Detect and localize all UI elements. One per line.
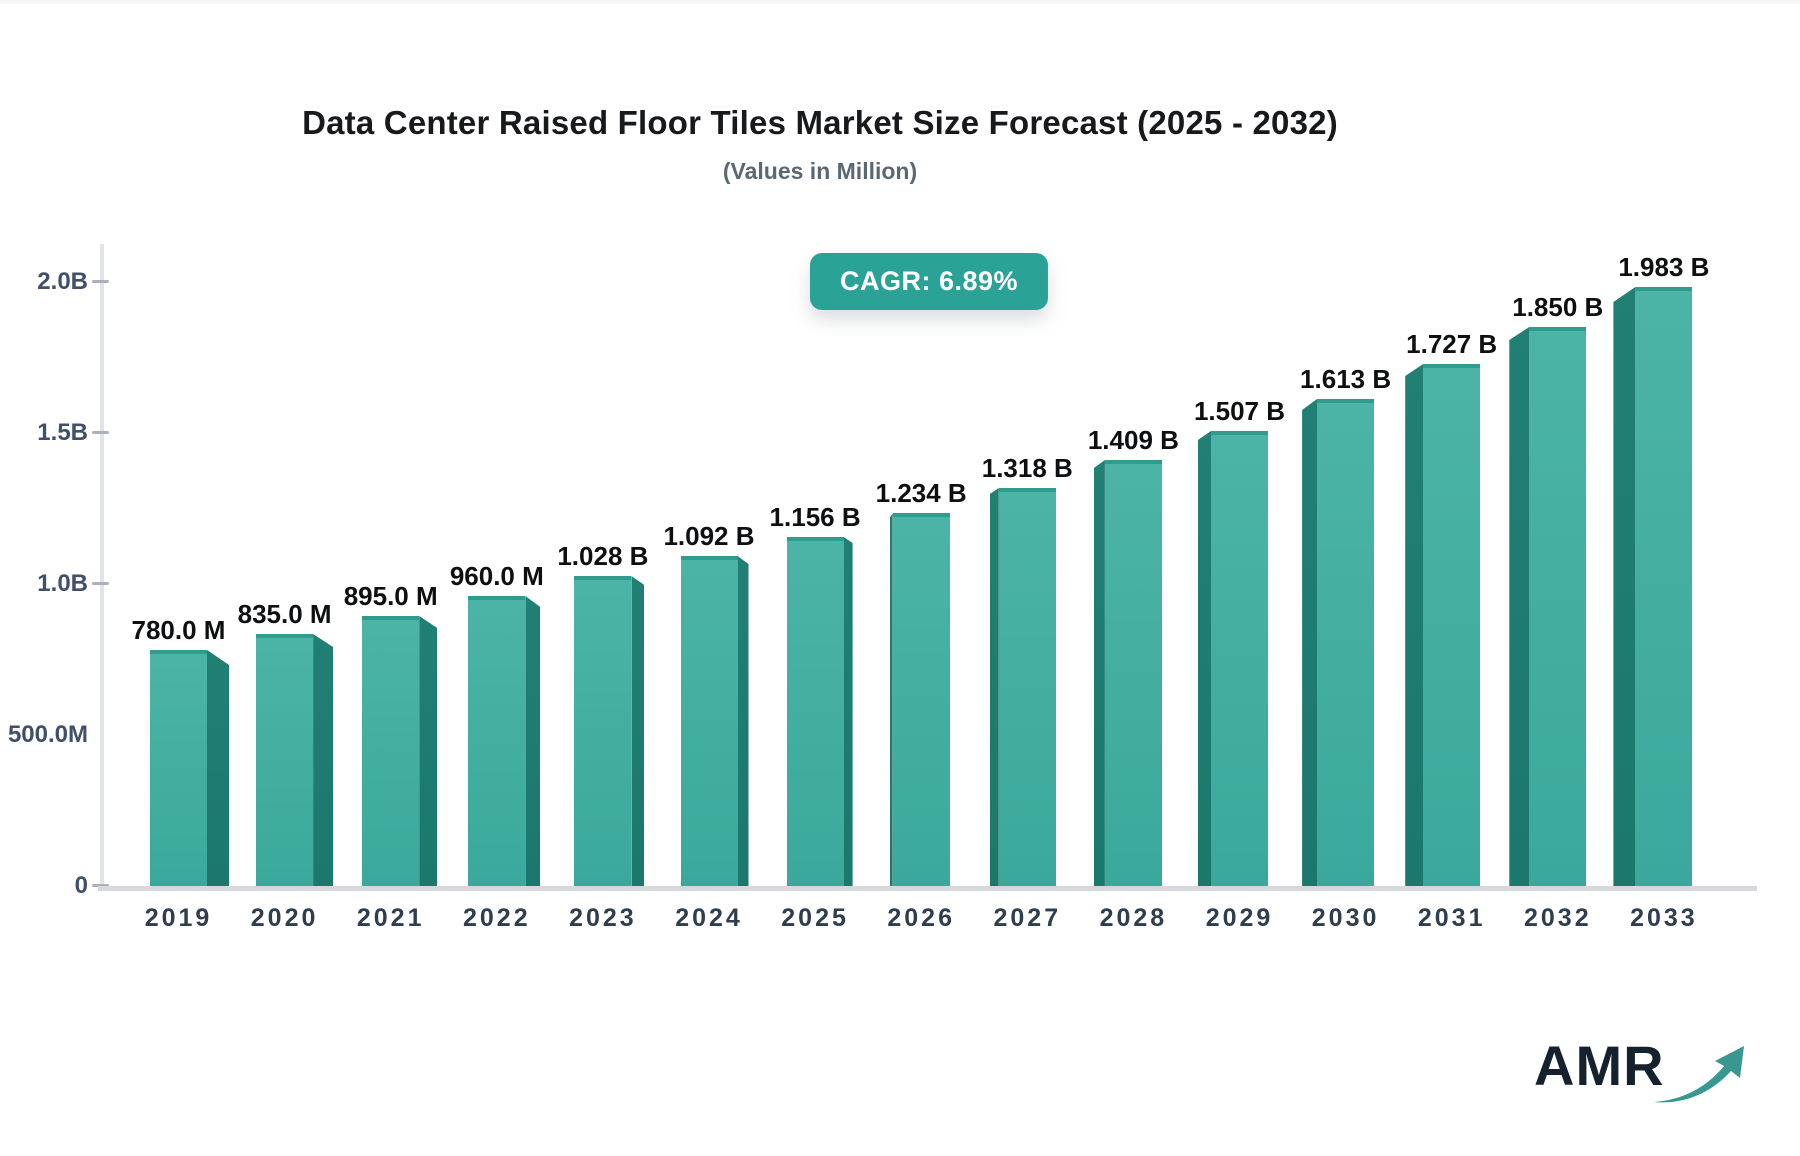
- bar: [362, 616, 420, 886]
- y-axis-tick-mark: [92, 884, 109, 887]
- bar-value-label: 1.092 B: [663, 521, 755, 551]
- y-axis-tick-label: 1.0B: [37, 570, 88, 597]
- x-axis-tick-label: 2033: [1630, 904, 1698, 932]
- bar-3d-side: [1302, 399, 1318, 886]
- x-axis-tick-label: 2027: [993, 904, 1062, 932]
- x-axis-tick-label: 2022: [462, 904, 531, 932]
- bar-value-label: 1.156 B: [769, 502, 861, 532]
- bar-value-label: 1.409 B: [1087, 425, 1179, 455]
- chart-header: Data Center Raised Floor Tiles Market Si…: [0, 104, 1640, 185]
- x-axis-tick-label: 2031: [1417, 904, 1486, 932]
- y-axis-tick-mark: [92, 431, 109, 434]
- bar: [1529, 327, 1587, 886]
- amr-logo-text: AMR: [1534, 1034, 1665, 1097]
- x-axis-tick-label: 2025: [781, 904, 849, 932]
- bar: [786, 537, 844, 886]
- bar-value-label: 1.850 B: [1512, 292, 1604, 322]
- bar-3d-side: [889, 513, 893, 886]
- bar-value-label: 835.0 M: [237, 599, 332, 629]
- bar-3d-side: [631, 576, 645, 886]
- bar: [1211, 431, 1268, 886]
- bar-3d-side: [1613, 287, 1636, 886]
- bar-value-label: 1.727 B: [1406, 329, 1498, 359]
- x-axis-tick-label: 2029: [1205, 904, 1274, 932]
- x-axis-tick-label: 2020: [250, 904, 319, 932]
- chart-title: Data Center Raised Floor Tiles Market Si…: [302, 104, 1338, 141]
- y-axis-tick-label: 2.0B: [37, 268, 88, 295]
- bar: [150, 650, 207, 886]
- bar-value-label: 895.0 M: [343, 581, 438, 611]
- page-top-edge: [0, 0, 1800, 4]
- bar: [892, 513, 950, 886]
- x-axis-tick-label: 2023: [569, 904, 637, 932]
- bar-3d-side: [989, 488, 999, 886]
- x-axis-tick-label: 2032: [1523, 904, 1592, 932]
- y-axis-tick-mark: [92, 582, 109, 585]
- bar-3d-side: [525, 596, 541, 886]
- bar-3d-side: [419, 616, 438, 886]
- cagr-badge: CAGR: 6.89%: [809, 253, 1049, 310]
- growth-arrow-icon: [1654, 1046, 1744, 1103]
- amr-logo: AMR: [1534, 1036, 1744, 1116]
- x-axis-tick-label: 2021: [356, 904, 425, 932]
- y-axis-tick-mark: [92, 280, 109, 283]
- bar-3d-side: [1405, 364, 1424, 886]
- x-axis-tick-label: 2028: [1099, 904, 1168, 932]
- bar-value-label: 960.0 M: [449, 561, 544, 591]
- x-axis-tick-label: 2026: [887, 904, 955, 932]
- bar-3d-side: [1509, 327, 1530, 886]
- bar: [1104, 460, 1162, 886]
- bar-value-label: 1.028 B: [557, 541, 649, 571]
- bar-value-label: 1.613 B: [1300, 364, 1392, 394]
- chart-subtitle: (Values in Million): [722, 158, 918, 184]
- bar-value-label: 1.234 B: [875, 478, 967, 508]
- bar: [574, 576, 632, 886]
- bar-value-label: 1.318 B: [981, 453, 1073, 483]
- bar-value-label: 780.0 M: [131, 615, 226, 645]
- x-axis-tick-label: 2030: [1311, 904, 1380, 932]
- bar-3d-side: [1093, 460, 1105, 886]
- bar-3d-side: [1198, 431, 1211, 886]
- bar-value-label: 1.507 B: [1193, 396, 1286, 426]
- x-axis-tick-label: 2019: [144, 904, 213, 932]
- bar: [468, 596, 526, 886]
- y-axis-line: [100, 244, 104, 890]
- bar-value-label: 1.983 B: [1618, 252, 1710, 282]
- x-axis-line: [98, 886, 1757, 891]
- y-axis-tick-label: 0: [74, 872, 88, 899]
- y-axis-tick-label: 500.0M: [7, 721, 88, 748]
- x-axis-tick-label: 2024: [675, 904, 743, 932]
- y-axis-tick-label: 1.5B: [37, 419, 88, 446]
- bar-3d-side: [313, 634, 334, 886]
- bar-3d-side: [843, 537, 853, 886]
- bar: [1317, 399, 1375, 886]
- bar: [998, 488, 1056, 886]
- bar: [1423, 364, 1481, 886]
- bar: [1635, 287, 1693, 886]
- bar-3d-side: [737, 556, 749, 886]
- bar: [256, 634, 314, 886]
- bar: [680, 556, 738, 886]
- bar-3d-side: [207, 650, 229, 886]
